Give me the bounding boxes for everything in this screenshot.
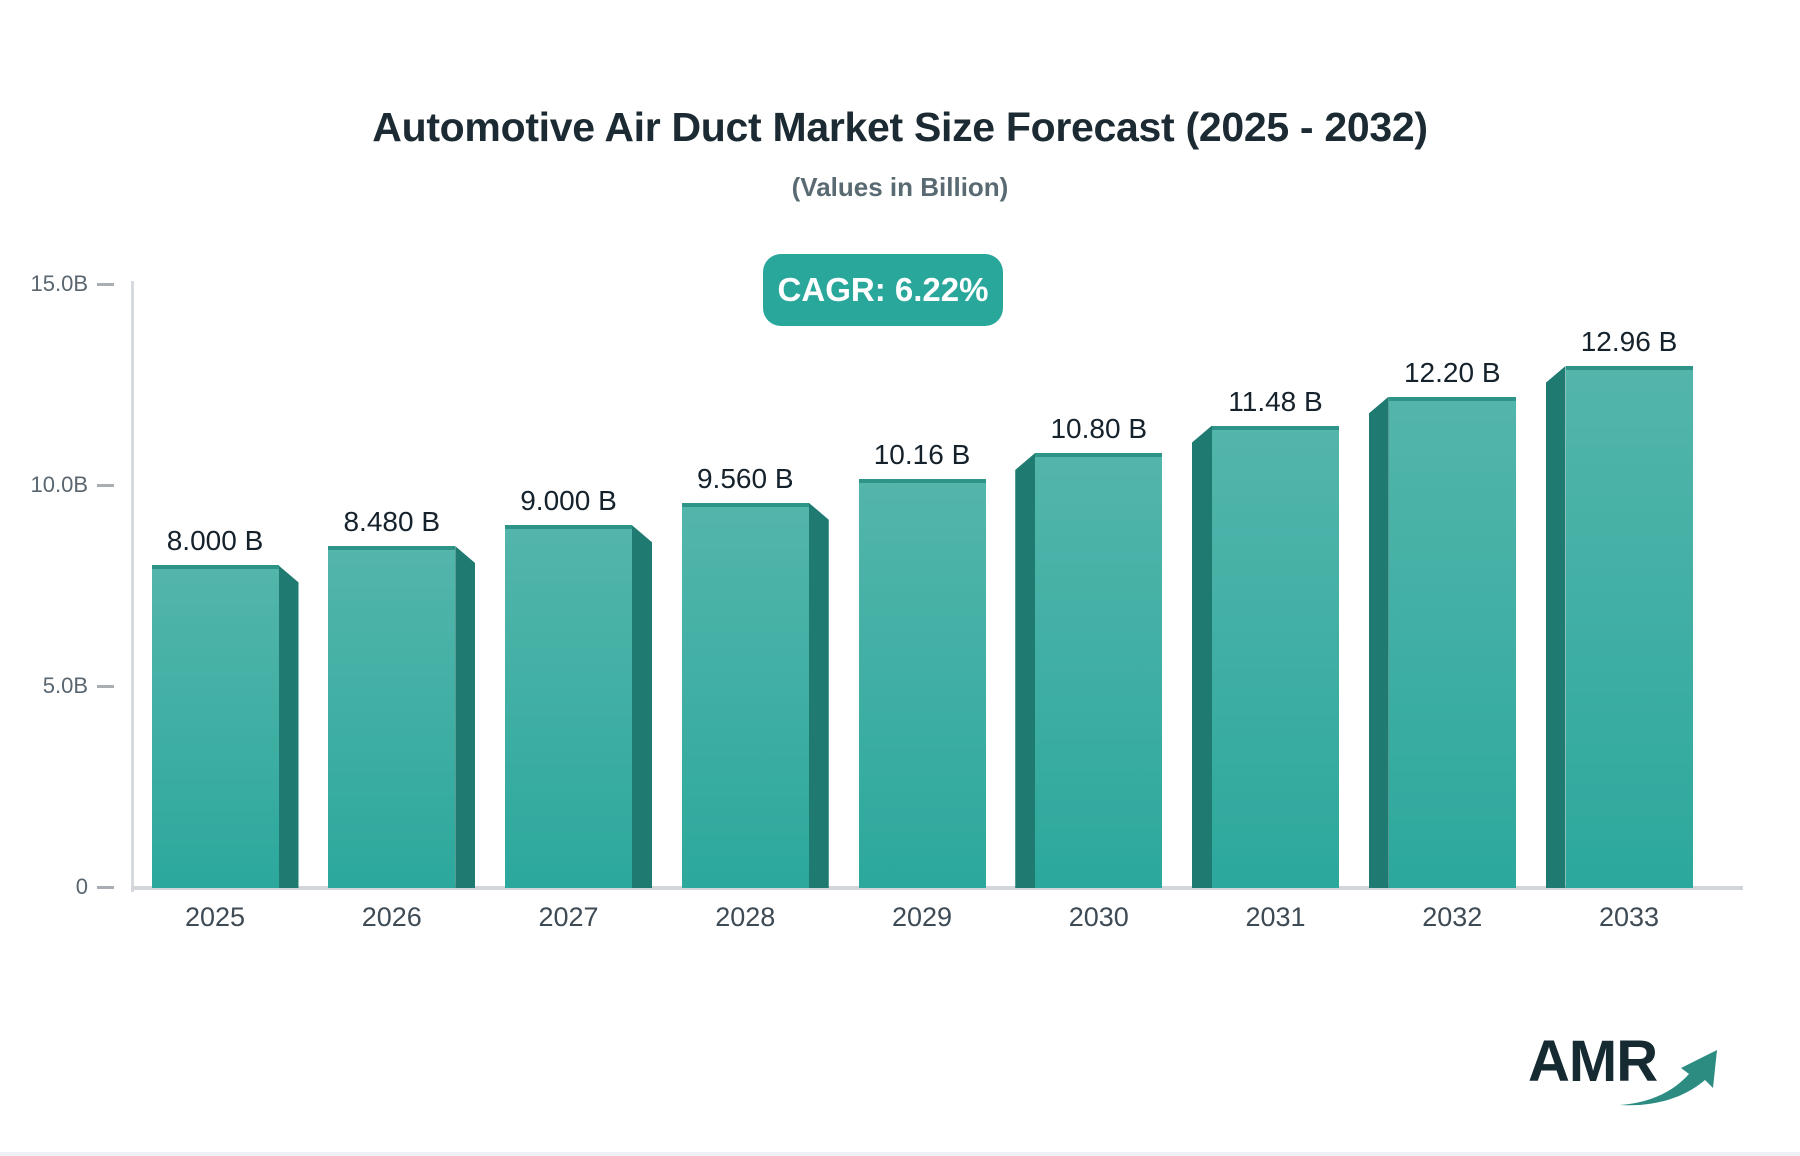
chart-subtitle: (Values in Billion) — [791, 172, 1009, 202]
bar-2031 — [1212, 425, 1339, 888]
bar-value-label-2026: 8.480 B — [343, 506, 441, 538]
bar-value-label-2029: 10.16 B — [873, 438, 971, 470]
bar-3d-side-2032 — [1368, 396, 1389, 888]
bar-3d-side-2031 — [1192, 425, 1212, 888]
bar-3d-side-2025 — [278, 565, 299, 888]
bar-2029 — [858, 478, 986, 888]
bar-value-label-2027: 9.000 B — [520, 485, 617, 517]
x-axis-baseline — [131, 886, 1743, 890]
bar-2032 — [1388, 396, 1516, 888]
bar-value-label-2032: 12.20 B — [1403, 356, 1501, 388]
y-tick-mark — [97, 283, 114, 286]
bar-2027 — [505, 525, 632, 888]
y-tick-label: 5.0B — [42, 673, 88, 698]
bar-3d-side-2033 — [1545, 366, 1566, 888]
x-tick-label-2025: 2025 — [184, 902, 246, 932]
bar-2028 — [681, 502, 809, 888]
bar-2025 — [151, 565, 279, 888]
bar-2033 — [1565, 366, 1693, 888]
bar-3d-side-2027 — [632, 525, 652, 888]
y-tick-mark — [97, 886, 114, 889]
x-tick-label-2033: 2033 — [1598, 902, 1660, 932]
cagr-badge: CAGR: 6.22% — [763, 254, 1003, 326]
x-tick-label-2027: 2027 — [538, 902, 599, 932]
x-tick-label-2028: 2028 — [715, 902, 776, 932]
bar-2026 — [328, 546, 456, 888]
x-tick-label-2032: 2032 — [1422, 902, 1483, 932]
bar-3d-side-2026 — [455, 546, 476, 888]
bar-2030 — [1035, 452, 1163, 888]
bar-value-label-2028: 9.560 B — [696, 462, 794, 494]
bar-value-label-2030: 10.80 B — [1050, 412, 1148, 444]
y-tick-label: 10.0B — [30, 472, 89, 497]
y-axis-line — [131, 281, 134, 892]
x-tick-label-2029: 2029 — [891, 902, 953, 932]
amr-logo-text: AMR — [1528, 1029, 1658, 1094]
page-bottom-edge — [0, 1152, 1800, 1156]
bar-3d-side-2028 — [808, 502, 829, 888]
bar-value-label-2025: 8.000 B — [166, 525, 264, 557]
x-tick-label-2026: 2026 — [361, 902, 422, 932]
y-tick-mark — [97, 685, 114, 688]
x-tick-label-2031: 2031 — [1245, 902, 1306, 932]
y-tick-label: 0 — [75, 874, 88, 899]
x-tick-label-2030: 2030 — [1068, 902, 1129, 932]
y-tick-label: 15.0B — [30, 271, 89, 296]
y-tick-mark — [97, 484, 114, 487]
bar-value-label-2031: 11.48 B — [1228, 385, 1323, 417]
growth-arrow-icon — [1620, 1050, 1717, 1106]
bar-value-label-2033: 12.96 B — [1580, 326, 1678, 357]
bar-3d-side-2030 — [1015, 452, 1036, 888]
chart-title: Automotive Air Duct Market Size Forecast… — [372, 104, 1428, 150]
amr-logo: AMR — [1520, 1028, 1740, 1123]
